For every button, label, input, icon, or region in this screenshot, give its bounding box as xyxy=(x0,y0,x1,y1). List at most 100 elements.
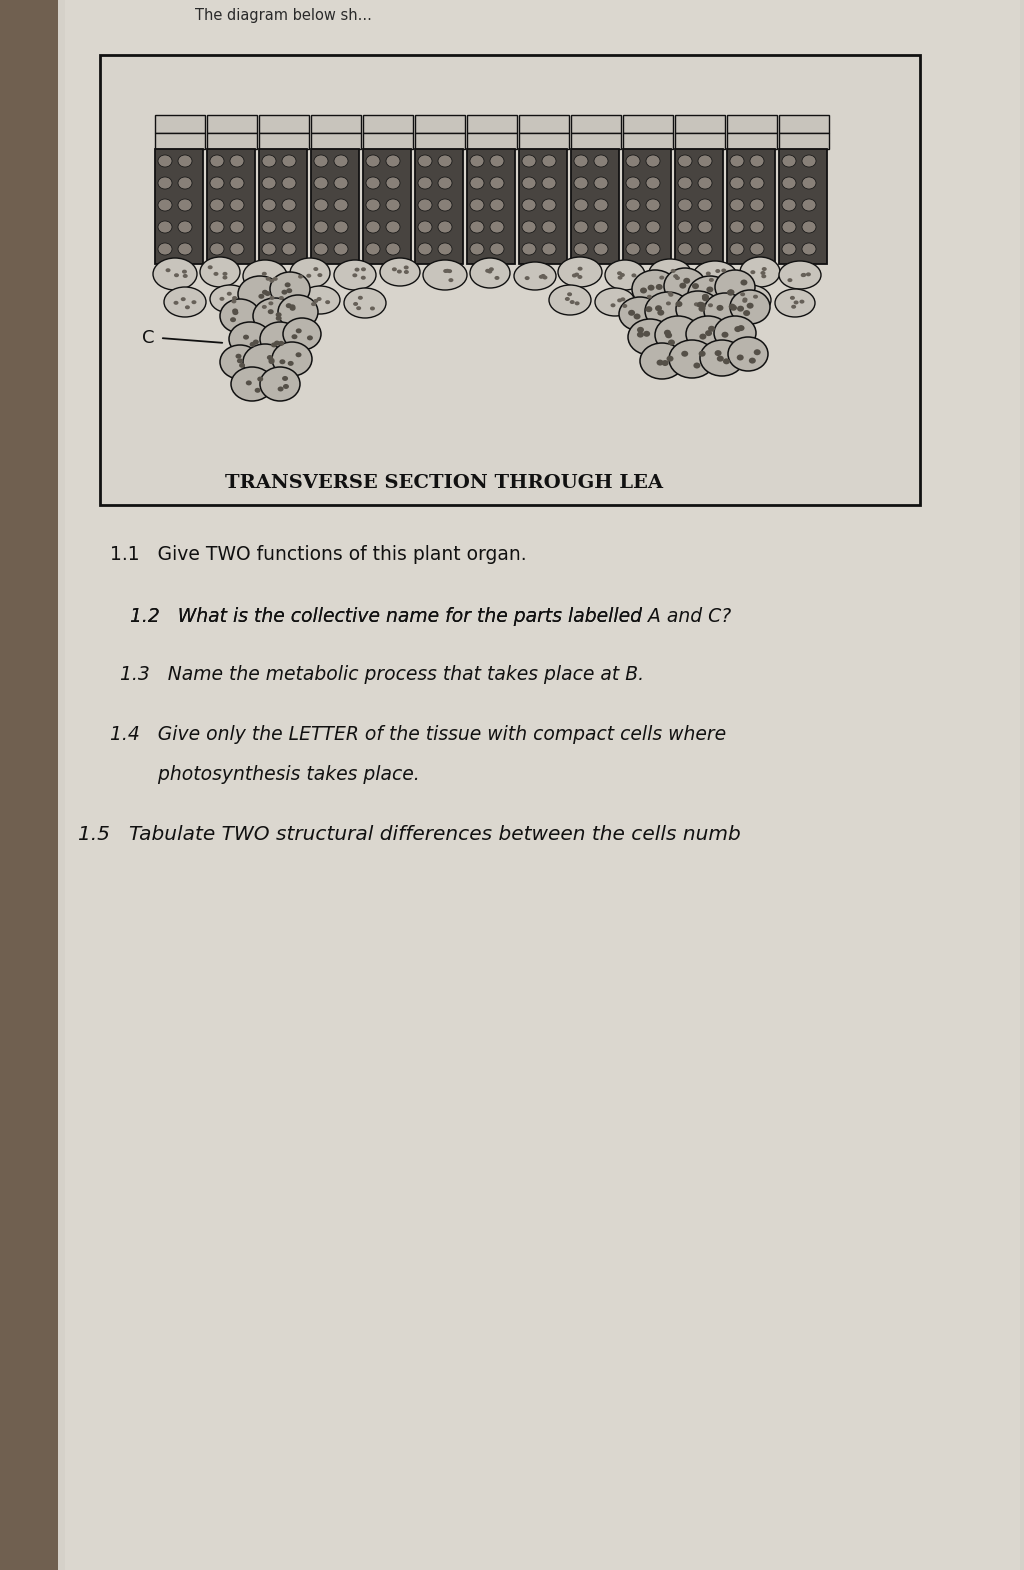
Ellipse shape xyxy=(637,327,644,333)
Ellipse shape xyxy=(250,342,256,347)
Ellipse shape xyxy=(676,290,720,327)
Ellipse shape xyxy=(595,287,635,316)
Ellipse shape xyxy=(366,243,380,254)
Ellipse shape xyxy=(578,275,583,279)
Ellipse shape xyxy=(730,243,744,254)
Ellipse shape xyxy=(716,268,720,273)
Ellipse shape xyxy=(361,267,366,272)
Ellipse shape xyxy=(272,276,278,281)
Ellipse shape xyxy=(645,306,652,312)
Ellipse shape xyxy=(617,272,622,275)
Ellipse shape xyxy=(705,294,746,330)
Text: 1.1   Give TWO functions of this plant organ.: 1.1 Give TWO functions of this plant org… xyxy=(110,545,526,564)
Ellipse shape xyxy=(692,283,699,289)
Ellipse shape xyxy=(717,305,724,311)
Ellipse shape xyxy=(267,355,272,360)
Ellipse shape xyxy=(262,155,276,166)
Ellipse shape xyxy=(696,303,700,306)
Ellipse shape xyxy=(370,306,375,311)
Bar xyxy=(467,149,515,264)
Ellipse shape xyxy=(542,199,556,210)
Ellipse shape xyxy=(326,300,330,305)
Ellipse shape xyxy=(158,155,172,166)
Ellipse shape xyxy=(253,339,259,344)
Ellipse shape xyxy=(220,298,260,333)
Ellipse shape xyxy=(418,243,432,254)
Ellipse shape xyxy=(659,276,665,279)
Bar xyxy=(727,115,777,133)
Ellipse shape xyxy=(366,177,380,188)
Ellipse shape xyxy=(681,350,688,356)
Ellipse shape xyxy=(317,273,323,278)
Ellipse shape xyxy=(655,305,662,311)
Ellipse shape xyxy=(307,336,313,341)
Ellipse shape xyxy=(213,272,218,276)
Ellipse shape xyxy=(762,267,767,272)
Ellipse shape xyxy=(688,276,732,312)
Ellipse shape xyxy=(646,221,660,232)
Bar xyxy=(207,149,255,264)
Ellipse shape xyxy=(238,276,282,312)
Ellipse shape xyxy=(617,298,623,303)
Ellipse shape xyxy=(314,177,328,188)
Ellipse shape xyxy=(344,287,386,319)
Ellipse shape xyxy=(742,298,748,303)
Ellipse shape xyxy=(282,155,296,166)
Ellipse shape xyxy=(230,177,244,188)
Ellipse shape xyxy=(287,289,292,294)
Ellipse shape xyxy=(737,306,744,312)
Bar xyxy=(519,133,569,149)
Ellipse shape xyxy=(357,295,362,300)
Ellipse shape xyxy=(269,295,274,300)
Bar xyxy=(727,133,777,149)
Ellipse shape xyxy=(734,327,741,333)
Ellipse shape xyxy=(574,301,580,305)
Ellipse shape xyxy=(236,353,242,358)
Ellipse shape xyxy=(265,276,270,281)
Ellipse shape xyxy=(403,265,409,270)
Ellipse shape xyxy=(267,309,273,314)
Ellipse shape xyxy=(649,259,691,287)
Ellipse shape xyxy=(715,350,722,356)
Ellipse shape xyxy=(721,268,726,273)
Ellipse shape xyxy=(657,309,665,316)
Ellipse shape xyxy=(700,341,744,375)
Ellipse shape xyxy=(779,261,821,289)
Ellipse shape xyxy=(698,155,712,166)
Ellipse shape xyxy=(231,367,273,400)
Ellipse shape xyxy=(740,257,780,287)
Ellipse shape xyxy=(237,358,243,363)
Ellipse shape xyxy=(185,305,189,309)
Ellipse shape xyxy=(787,278,793,283)
Ellipse shape xyxy=(655,284,663,290)
Ellipse shape xyxy=(678,177,692,188)
Ellipse shape xyxy=(438,199,452,210)
Ellipse shape xyxy=(761,275,766,278)
Ellipse shape xyxy=(524,276,529,279)
Ellipse shape xyxy=(210,243,224,254)
Bar xyxy=(779,133,829,149)
Ellipse shape xyxy=(222,272,227,276)
Ellipse shape xyxy=(314,199,328,210)
Bar xyxy=(675,149,723,264)
Ellipse shape xyxy=(693,261,737,290)
Ellipse shape xyxy=(717,356,724,361)
Ellipse shape xyxy=(366,199,380,210)
Ellipse shape xyxy=(490,243,504,254)
Ellipse shape xyxy=(366,221,380,232)
Bar xyxy=(727,149,775,264)
Ellipse shape xyxy=(495,276,500,279)
Ellipse shape xyxy=(617,276,623,279)
Ellipse shape xyxy=(714,316,756,350)
Ellipse shape xyxy=(683,278,690,284)
Bar xyxy=(207,115,257,133)
Ellipse shape xyxy=(260,367,300,400)
Ellipse shape xyxy=(210,155,224,166)
Ellipse shape xyxy=(262,243,276,254)
Bar xyxy=(519,149,567,264)
Bar xyxy=(259,149,307,264)
Ellipse shape xyxy=(522,155,536,166)
Ellipse shape xyxy=(594,243,608,254)
Ellipse shape xyxy=(802,177,816,188)
Ellipse shape xyxy=(753,295,758,298)
